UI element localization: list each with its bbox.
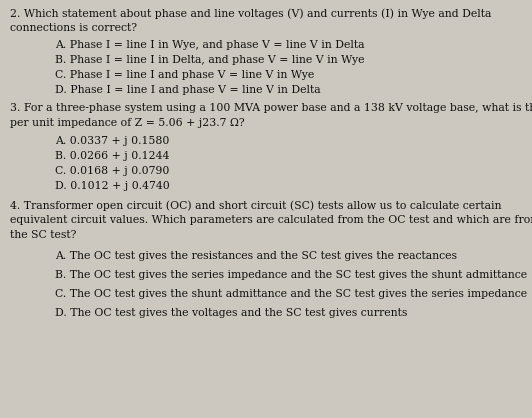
Text: the SC test?: the SC test?	[10, 230, 77, 240]
Text: B. The OC test gives the series impedance and the SC test gives the shunt admitt: B. The OC test gives the series impedanc…	[55, 270, 527, 280]
Text: per unit impedance of Z = 5.06 + j23.7 Ω?: per unit impedance of Z = 5.06 + j23.7 Ω…	[10, 118, 245, 128]
Text: A. The OC test gives the resistances and the SC test gives the reactances: A. The OC test gives the resistances and…	[55, 251, 457, 261]
Text: D. The OC test gives the voltages and the SC test gives currents: D. The OC test gives the voltages and th…	[55, 308, 408, 318]
Text: D. 0.1012 + j 0.4740: D. 0.1012 + j 0.4740	[55, 181, 170, 191]
Text: 3. For a three-phase system using a 100 MVA power base and a 138 kV voltage base: 3. For a three-phase system using a 100 …	[10, 103, 532, 113]
Text: C. Phase I = line I and phase V = line V in Wye: C. Phase I = line I and phase V = line V…	[55, 70, 314, 80]
Text: B. 0.0266 + j 0.1244: B. 0.0266 + j 0.1244	[55, 151, 169, 161]
Text: C. The OC test gives the shunt admittance and the SC test gives the series imped: C. The OC test gives the shunt admittanc…	[55, 289, 527, 299]
Text: A. 0.0337 + j 0.1580: A. 0.0337 + j 0.1580	[55, 136, 169, 146]
Text: equivalent circuit values. Which parameters are calculated from the OC test and : equivalent circuit values. Which paramet…	[10, 215, 532, 225]
Text: C. 0.0168 + j 0.0790: C. 0.0168 + j 0.0790	[55, 166, 169, 176]
Text: D. Phase I = line I and phase V = line V in Delta: D. Phase I = line I and phase V = line V…	[55, 85, 321, 95]
Text: connections is correct?: connections is correct?	[10, 23, 137, 33]
Text: A. Phase I = line I in Wye, and phase V = line V in Delta: A. Phase I = line I in Wye, and phase V …	[55, 40, 364, 50]
Text: 2. Which statement about phase and line voltages (V) and currents (I) in Wye and: 2. Which statement about phase and line …	[10, 8, 492, 18]
Text: B. Phase I = line I in Delta, and phase V = line V in Wye: B. Phase I = line I in Delta, and phase …	[55, 55, 364, 65]
Text: 4. Transformer open circuit (OC) and short circuit (SC) tests allow us to calcul: 4. Transformer open circuit (OC) and sho…	[10, 200, 502, 211]
